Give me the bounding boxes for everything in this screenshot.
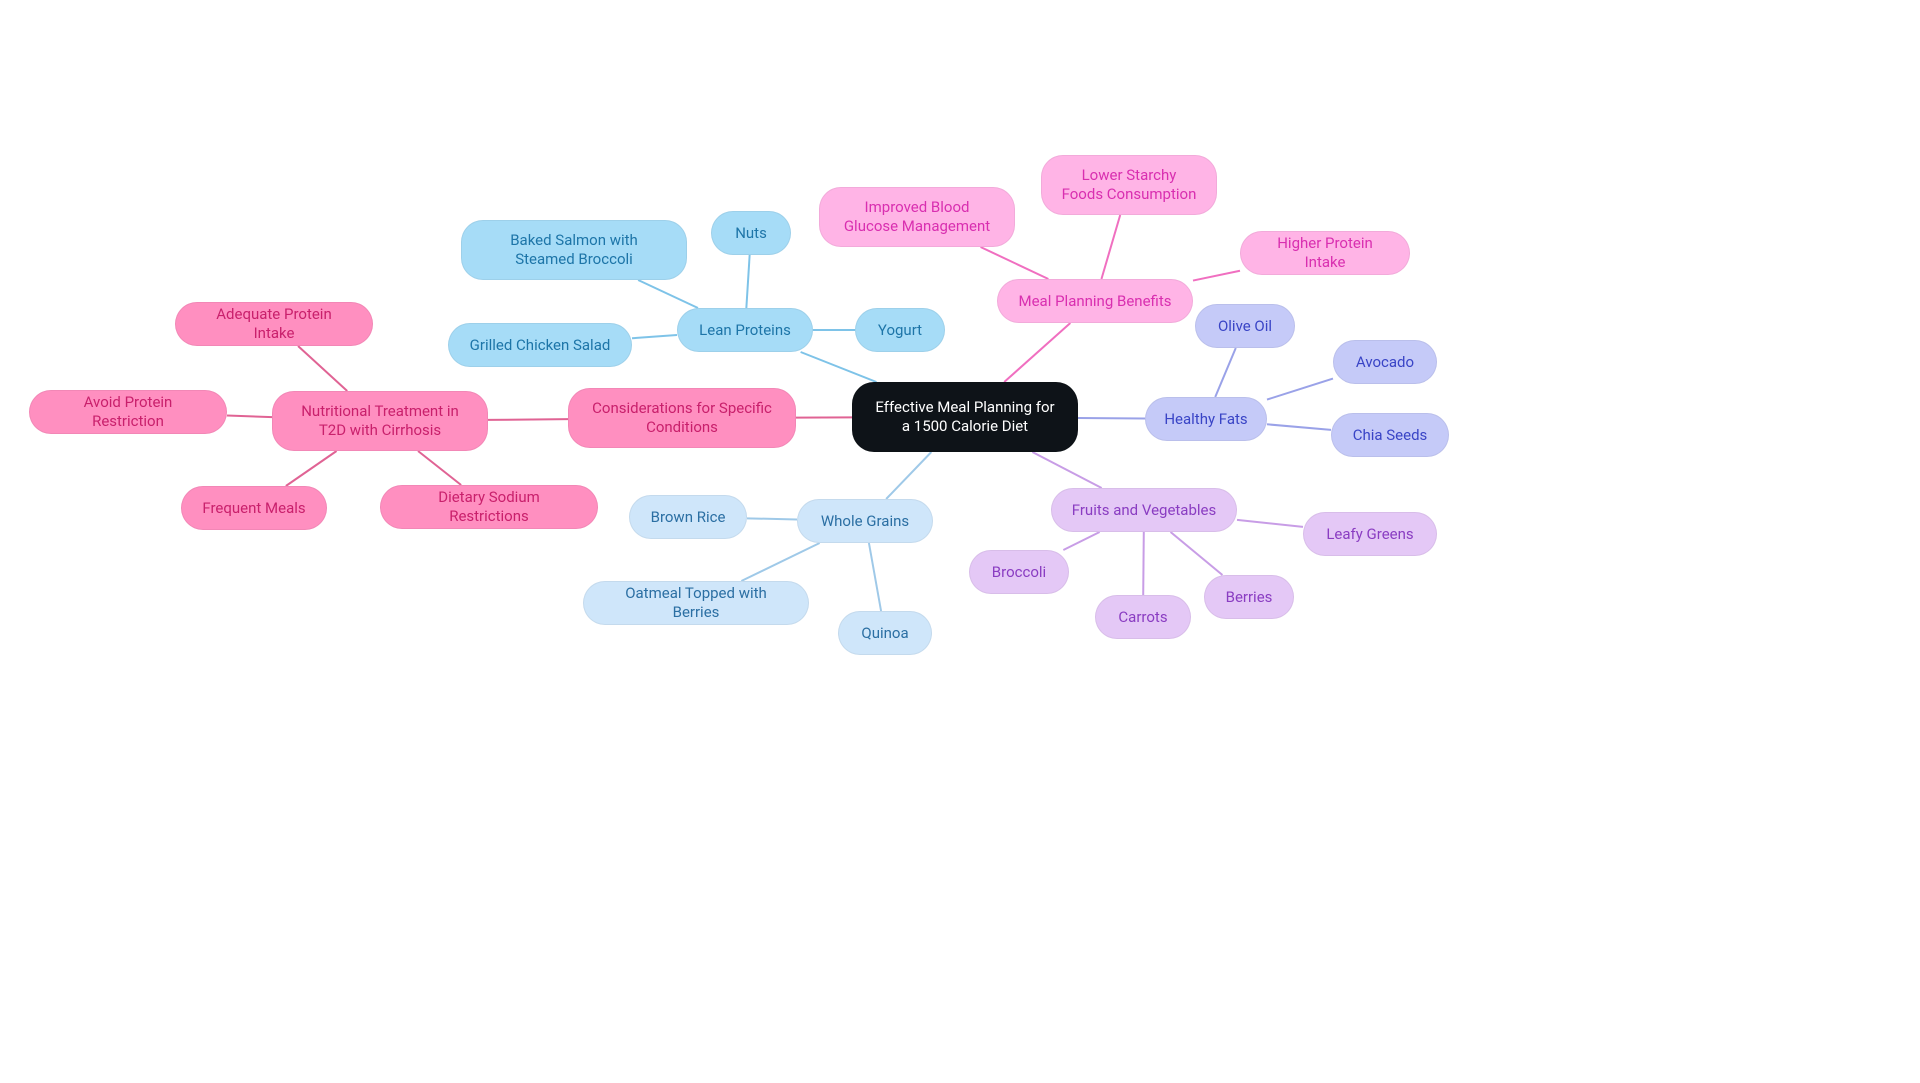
edge-wg-wg1: [747, 518, 797, 519]
node-label: Leafy Greens: [1326, 525, 1413, 544]
node-label: Considerations for Specific Conditions: [587, 399, 777, 437]
node-nt: Nutritional Treatment in T2D with Cirrho…: [272, 391, 488, 451]
node-fv1: Broccoli: [969, 550, 1069, 594]
node-label: Avoid Protein Restriction: [48, 393, 208, 431]
node-mpb: Meal Planning Benefits: [997, 279, 1193, 323]
node-label: Quinoa: [861, 624, 908, 643]
node-mpb3: Higher Protein Intake: [1240, 231, 1410, 275]
edge-fv-fv4: [1237, 520, 1303, 527]
node-hf1: Olive Oil: [1195, 304, 1295, 348]
edge-mpb-mpb1: [981, 247, 1049, 279]
node-nt3: Frequent Meals: [181, 486, 327, 530]
edge-lp-lp1: [638, 280, 698, 308]
node-label: Effective Meal Planning for a 1500 Calor…: [871, 398, 1059, 436]
edge-nt-nt4: [418, 451, 461, 485]
node-label: Lower Starchy Foods Consumption: [1060, 166, 1198, 204]
edge-wg-wg3: [869, 543, 881, 611]
node-label: Chia Seeds: [1353, 426, 1428, 445]
node-lp1: Baked Salmon with Steamed Broccoli: [461, 220, 687, 280]
node-wg2: Oatmeal Topped with Berries: [583, 581, 809, 625]
node-label: Yogurt: [878, 321, 922, 340]
node-lp: Lean Proteins: [677, 308, 813, 352]
node-mpb2: Lower Starchy Foods Consumption: [1041, 155, 1217, 215]
edge-root-wg: [886, 452, 931, 499]
node-wg: Whole Grains: [797, 499, 933, 543]
node-label: Healthy Fats: [1164, 410, 1247, 429]
node-label: Adequate Protein Intake: [194, 305, 354, 343]
node-label: Nutritional Treatment in T2D with Cirrho…: [291, 402, 469, 440]
node-fv3: Berries: [1204, 575, 1294, 619]
node-label: Broccoli: [992, 563, 1046, 582]
node-nt2: Avoid Protein Restriction: [29, 390, 227, 434]
node-hf: Healthy Fats: [1145, 397, 1267, 441]
mindmap-canvas: Effective Meal Planning for a 1500 Calor…: [0, 0, 1920, 1083]
node-mpb1: Improved Blood Glucose Management: [819, 187, 1015, 247]
node-label: Frequent Meals: [202, 499, 305, 518]
node-root: Effective Meal Planning for a 1500 Calor…: [852, 382, 1078, 452]
node-label: Higher Protein Intake: [1259, 234, 1391, 272]
node-nt4: Dietary Sodium Restrictions: [380, 485, 598, 529]
node-lp3: Yogurt: [855, 308, 945, 352]
edge-nt-nt3: [286, 451, 337, 486]
edge-hf-hf1: [1215, 348, 1236, 397]
node-wg1: Brown Rice: [629, 495, 747, 539]
node-label: Meal Planning Benefits: [1019, 292, 1172, 311]
node-label: Baked Salmon with Steamed Broccoli: [480, 231, 668, 269]
node-label: Grilled Chicken Salad: [470, 336, 611, 355]
edge-root-fv: [1032, 452, 1101, 488]
node-lp4: Grilled Chicken Salad: [448, 323, 632, 367]
edge-fv-fv2: [1143, 532, 1144, 595]
node-csc: Considerations for Specific Conditions: [568, 388, 796, 448]
node-lp2: Nuts: [711, 211, 791, 255]
edge-wg-wg2: [741, 543, 819, 581]
edge-csc-nt: [488, 419, 568, 420]
node-label: Lean Proteins: [699, 321, 791, 340]
node-label: Carrots: [1118, 608, 1167, 627]
node-label: Berries: [1226, 588, 1273, 607]
edge-root-hf: [1078, 418, 1145, 419]
edge-root-lp: [801, 352, 877, 382]
node-fv2: Carrots: [1095, 595, 1191, 639]
node-label: Dietary Sodium Restrictions: [399, 488, 579, 526]
edge-fv-fv1: [1063, 532, 1099, 550]
node-label: Avocado: [1356, 353, 1414, 372]
node-hf2: Avocado: [1333, 340, 1437, 384]
edge-hf-hf2: [1267, 379, 1333, 400]
edge-layer: [0, 0, 1920, 1083]
node-label: Whole Grains: [821, 512, 909, 531]
node-wg3: Quinoa: [838, 611, 932, 655]
edge-nt-nt1: [298, 346, 347, 391]
edge-lp-lp4: [632, 335, 677, 338]
edge-hf-hf3: [1267, 424, 1331, 430]
edge-nt-nt2: [227, 416, 272, 418]
edge-fv-fv3: [1171, 532, 1223, 575]
node-label: Oatmeal Topped with Berries: [602, 584, 790, 622]
node-label: Olive Oil: [1218, 317, 1272, 336]
edge-mpb-mpb2: [1101, 215, 1120, 279]
edge-lp-lp2: [746, 255, 749, 308]
node-label: Brown Rice: [651, 508, 726, 527]
node-fv: Fruits and Vegetables: [1051, 488, 1237, 532]
node-fv4: Leafy Greens: [1303, 512, 1437, 556]
node-hf3: Chia Seeds: [1331, 413, 1449, 457]
node-label: Fruits and Vegetables: [1072, 501, 1217, 520]
edge-root-mpb: [1004, 323, 1070, 382]
node-nt1: Adequate Protein Intake: [175, 302, 373, 346]
edge-mpb-mpb3: [1193, 271, 1240, 281]
node-label: Improved Blood Glucose Management: [838, 198, 996, 236]
node-label: Nuts: [735, 224, 767, 243]
